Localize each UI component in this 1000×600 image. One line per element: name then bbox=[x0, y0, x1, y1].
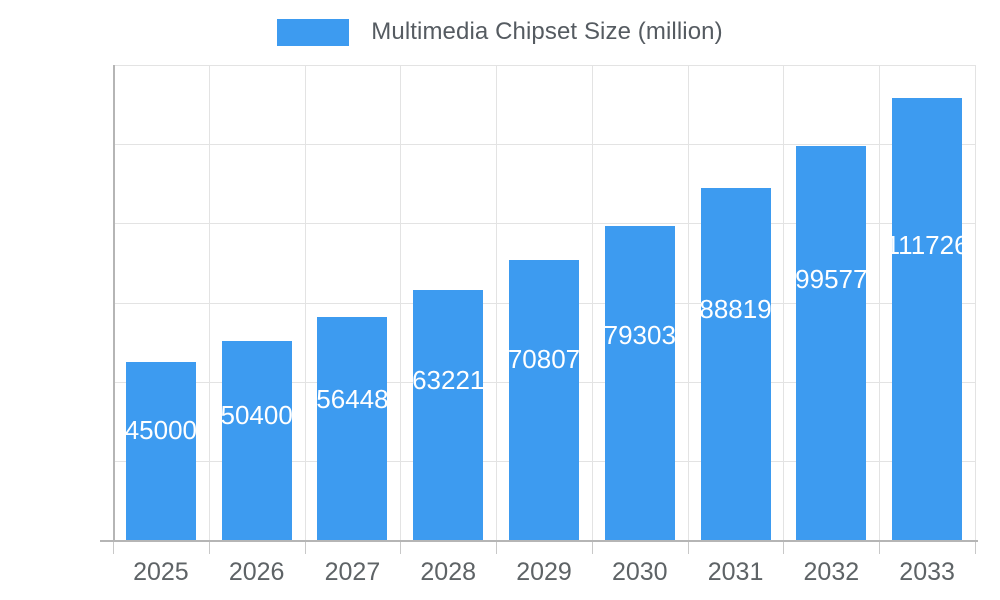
x-axis-tick-label-2025: 2025 bbox=[133, 558, 189, 586]
bar-2028[interactable] bbox=[413, 289, 484, 540]
bar-value-label-2026: 50400 bbox=[220, 400, 293, 431]
x-axis-line bbox=[100, 540, 978, 542]
bar-value-label-2030: 79303 bbox=[603, 320, 676, 351]
bar-2031[interactable] bbox=[700, 188, 771, 540]
bar-value-label-2027: 56448 bbox=[316, 383, 389, 414]
x-axis-tick-label-2032: 2032 bbox=[803, 558, 860, 586]
gridline-vertical bbox=[209, 65, 210, 540]
gridline-vertical bbox=[975, 65, 976, 540]
bar-2026[interactable] bbox=[221, 340, 292, 540]
bar-value-label-2033: 111726 bbox=[885, 230, 969, 261]
bar-2029[interactable] bbox=[509, 259, 579, 540]
x-axis-tick-mark bbox=[688, 542, 689, 554]
x-axis-tick-label-2030: 2030 bbox=[611, 558, 668, 586]
gridline-vertical bbox=[592, 65, 593, 540]
legend-item-label: Multimedia Chipset Size (million) bbox=[371, 18, 723, 45]
gridline-horizontal bbox=[113, 223, 975, 225]
x-axis-tick-mark bbox=[592, 542, 593, 554]
x-axis-tick-mark bbox=[783, 542, 784, 554]
x-axis-tick-label-2029: 2029 bbox=[516, 558, 572, 586]
bar-2032[interactable] bbox=[796, 145, 867, 540]
bar-2027[interactable] bbox=[317, 316, 388, 540]
gridline-vertical bbox=[879, 65, 880, 540]
gridline-horizontal bbox=[113, 65, 975, 66]
gridline-vertical bbox=[496, 65, 497, 540]
x-axis-tick-label-2026: 2026 bbox=[228, 558, 285, 586]
x-axis-tick-label-2033: 2033 bbox=[899, 558, 955, 586]
x-axis-tick-mark bbox=[400, 542, 401, 554]
bar-value-label-2029: 70807 bbox=[507, 343, 581, 374]
gridline-vertical bbox=[400, 65, 401, 540]
x-axis-tick-mark bbox=[879, 542, 880, 554]
plot-area bbox=[113, 65, 976, 541]
x-axis-tick-mark bbox=[113, 542, 114, 554]
chart-legend: Multimedia Chipset Size (million) bbox=[0, 10, 1000, 54]
x-axis-tick-mark bbox=[305, 542, 306, 554]
bar-2030[interactable] bbox=[604, 226, 675, 540]
gridline-vertical bbox=[688, 65, 689, 540]
legend-color-swatch-icon bbox=[277, 18, 350, 46]
gridline-vertical bbox=[305, 65, 306, 540]
legend-item-multimedia-chipset-size[interactable]: Multimedia Chipset Size (million) bbox=[277, 18, 723, 46]
y-axis-line bbox=[113, 65, 115, 542]
bar-2033[interactable] bbox=[892, 97, 963, 540]
x-axis-tick-label-2028: 2028 bbox=[420, 558, 477, 586]
x-axis-tick-label-2027: 2027 bbox=[324, 558, 381, 586]
bar-value-label-2032: 99577 bbox=[795, 264, 868, 295]
gridline-vertical bbox=[783, 65, 784, 540]
bar-value-label-2025: 45000 bbox=[124, 415, 198, 446]
x-axis-tick-mark bbox=[496, 542, 497, 554]
x-axis-tick-label-2031: 2031 bbox=[707, 558, 764, 586]
x-axis-tick-mark bbox=[975, 542, 976, 554]
gridline-horizontal bbox=[113, 144, 975, 146]
bar-value-label-2028: 63221 bbox=[412, 364, 485, 395]
bar-value-label-2031: 88819 bbox=[699, 293, 772, 324]
x-axis-tick-mark bbox=[209, 542, 210, 554]
bar-2025[interactable] bbox=[125, 361, 196, 540]
